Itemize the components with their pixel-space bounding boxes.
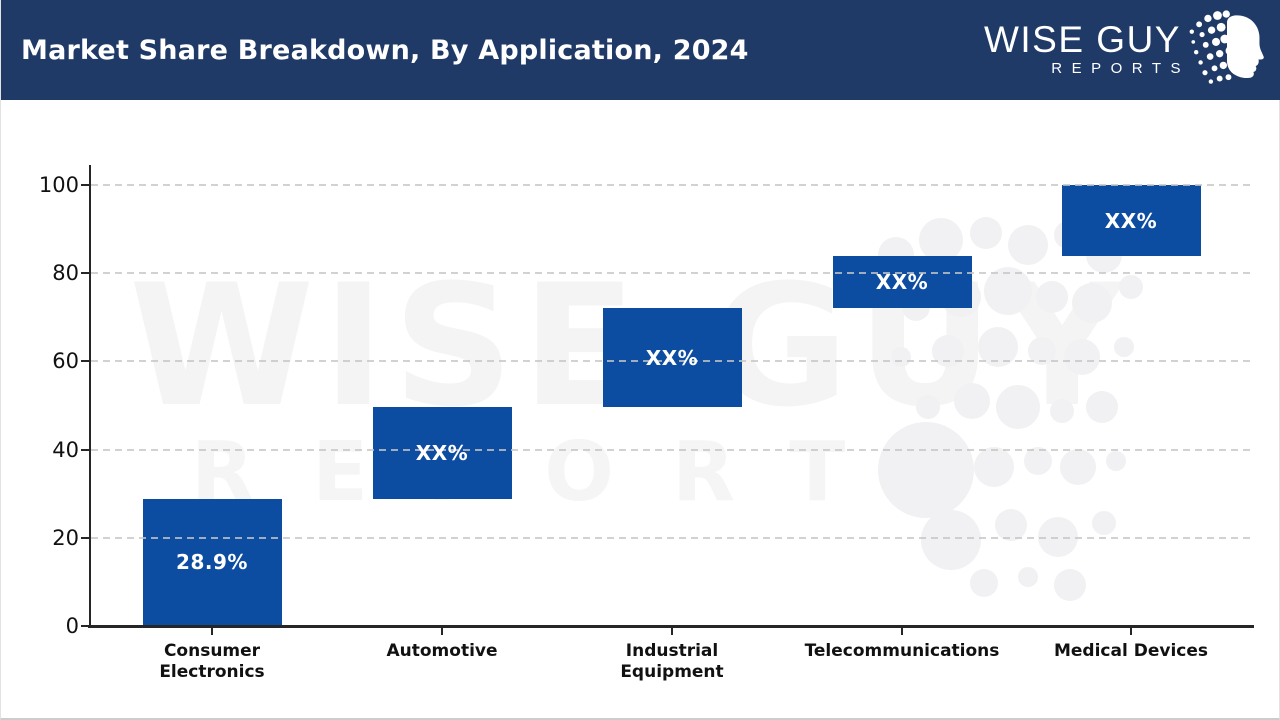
category-label-line: Consumer [163,641,261,661]
bar-value-label: XX% [1104,208,1158,233]
bar-value-label: XX% [645,345,699,370]
y-tick-label-80: 80 [52,261,79,286]
bar-value-label: XX% [875,270,929,295]
x-category-label-4: Medical Devices [1011,641,1251,662]
bar-label-box-0: 28.9% [143,499,282,626]
category-label-line: Electronics [159,662,265,682]
bar-value-label: XX% [415,440,469,465]
x-category-label-3: Telecommunications [782,641,1022,662]
y-tick-label-60: 60 [52,349,79,374]
bar-label-box-3: XX% [833,256,972,308]
y-tick-label-0: 0 [65,614,79,638]
wise-guy-reports-logo: WISE GUY REPORTS [984,0,1280,100]
bar-industrial-equipment [602,308,742,407]
category-label-line: Telecommunications [804,641,1000,661]
x-category-label-1: Automotive [322,641,562,662]
x-axis-line [88,625,1254,628]
gridline-40 [91,448,1254,451]
x-tick-mark-0 [211,628,213,635]
bar-automotive [372,406,512,499]
gridline-80 [91,272,1254,275]
y-tick-mark-80 [81,272,89,275]
bar-label-box-2: XX% [603,308,742,406]
category-label-line: Industrial [625,641,719,661]
y-axis-line [89,165,91,628]
bar-value-label: 28.9% [176,550,248,575]
x-tick-mark-4 [1130,628,1132,635]
logo-text: WISE GUY REPORTS [984,21,1181,79]
bar-label-box-1: XX% [373,407,512,499]
x-tick-mark-2 [671,628,673,635]
header-bar: Market Share Breakdown, By Application, … [1,0,1280,100]
y-tick-mark-40 [81,448,89,451]
logo-wordmark: WISE GUY [983,19,1181,60]
logo-subtitle: REPORTS [1051,60,1190,77]
gridline-100 [91,184,1254,186]
category-label-line: Automotive [386,641,498,661]
y-tick-mark-100 [81,184,89,186]
y-tick-label-40: 40 [52,437,79,462]
dotted-face-profile-icon [1189,10,1264,84]
x-category-label-0: Consumer Electronics [92,641,332,683]
y-tick-mark-60 [81,360,89,363]
gridline-60 [91,360,1254,363]
y-tick-mark-20 [81,536,89,539]
bar-telecommunications [832,256,972,309]
watermark-subtitle: REPORTS [191,425,1021,520]
category-label-line: Medical Devices [1053,641,1208,661]
y-tick-label-100: 100 [38,173,79,197]
category-label-line: Equipment [620,662,724,682]
bar-consumer-electronics [142,498,282,626]
bar-medical-devices [1061,185,1201,257]
watermark-dotted-face-icon [878,217,1153,601]
y-tick-mark-0 [81,625,89,627]
x-category-label-2: Industrial Equipment [552,641,792,683]
page-title: Market Share Breakdown, By Application, … [21,34,749,66]
x-tick-mark-3 [901,628,903,635]
gridline-20 [91,536,1254,539]
y-tick-label-20: 20 [52,525,79,550]
x-tick-mark-1 [441,628,443,635]
bar-label-box-4: XX% [1062,185,1201,256]
